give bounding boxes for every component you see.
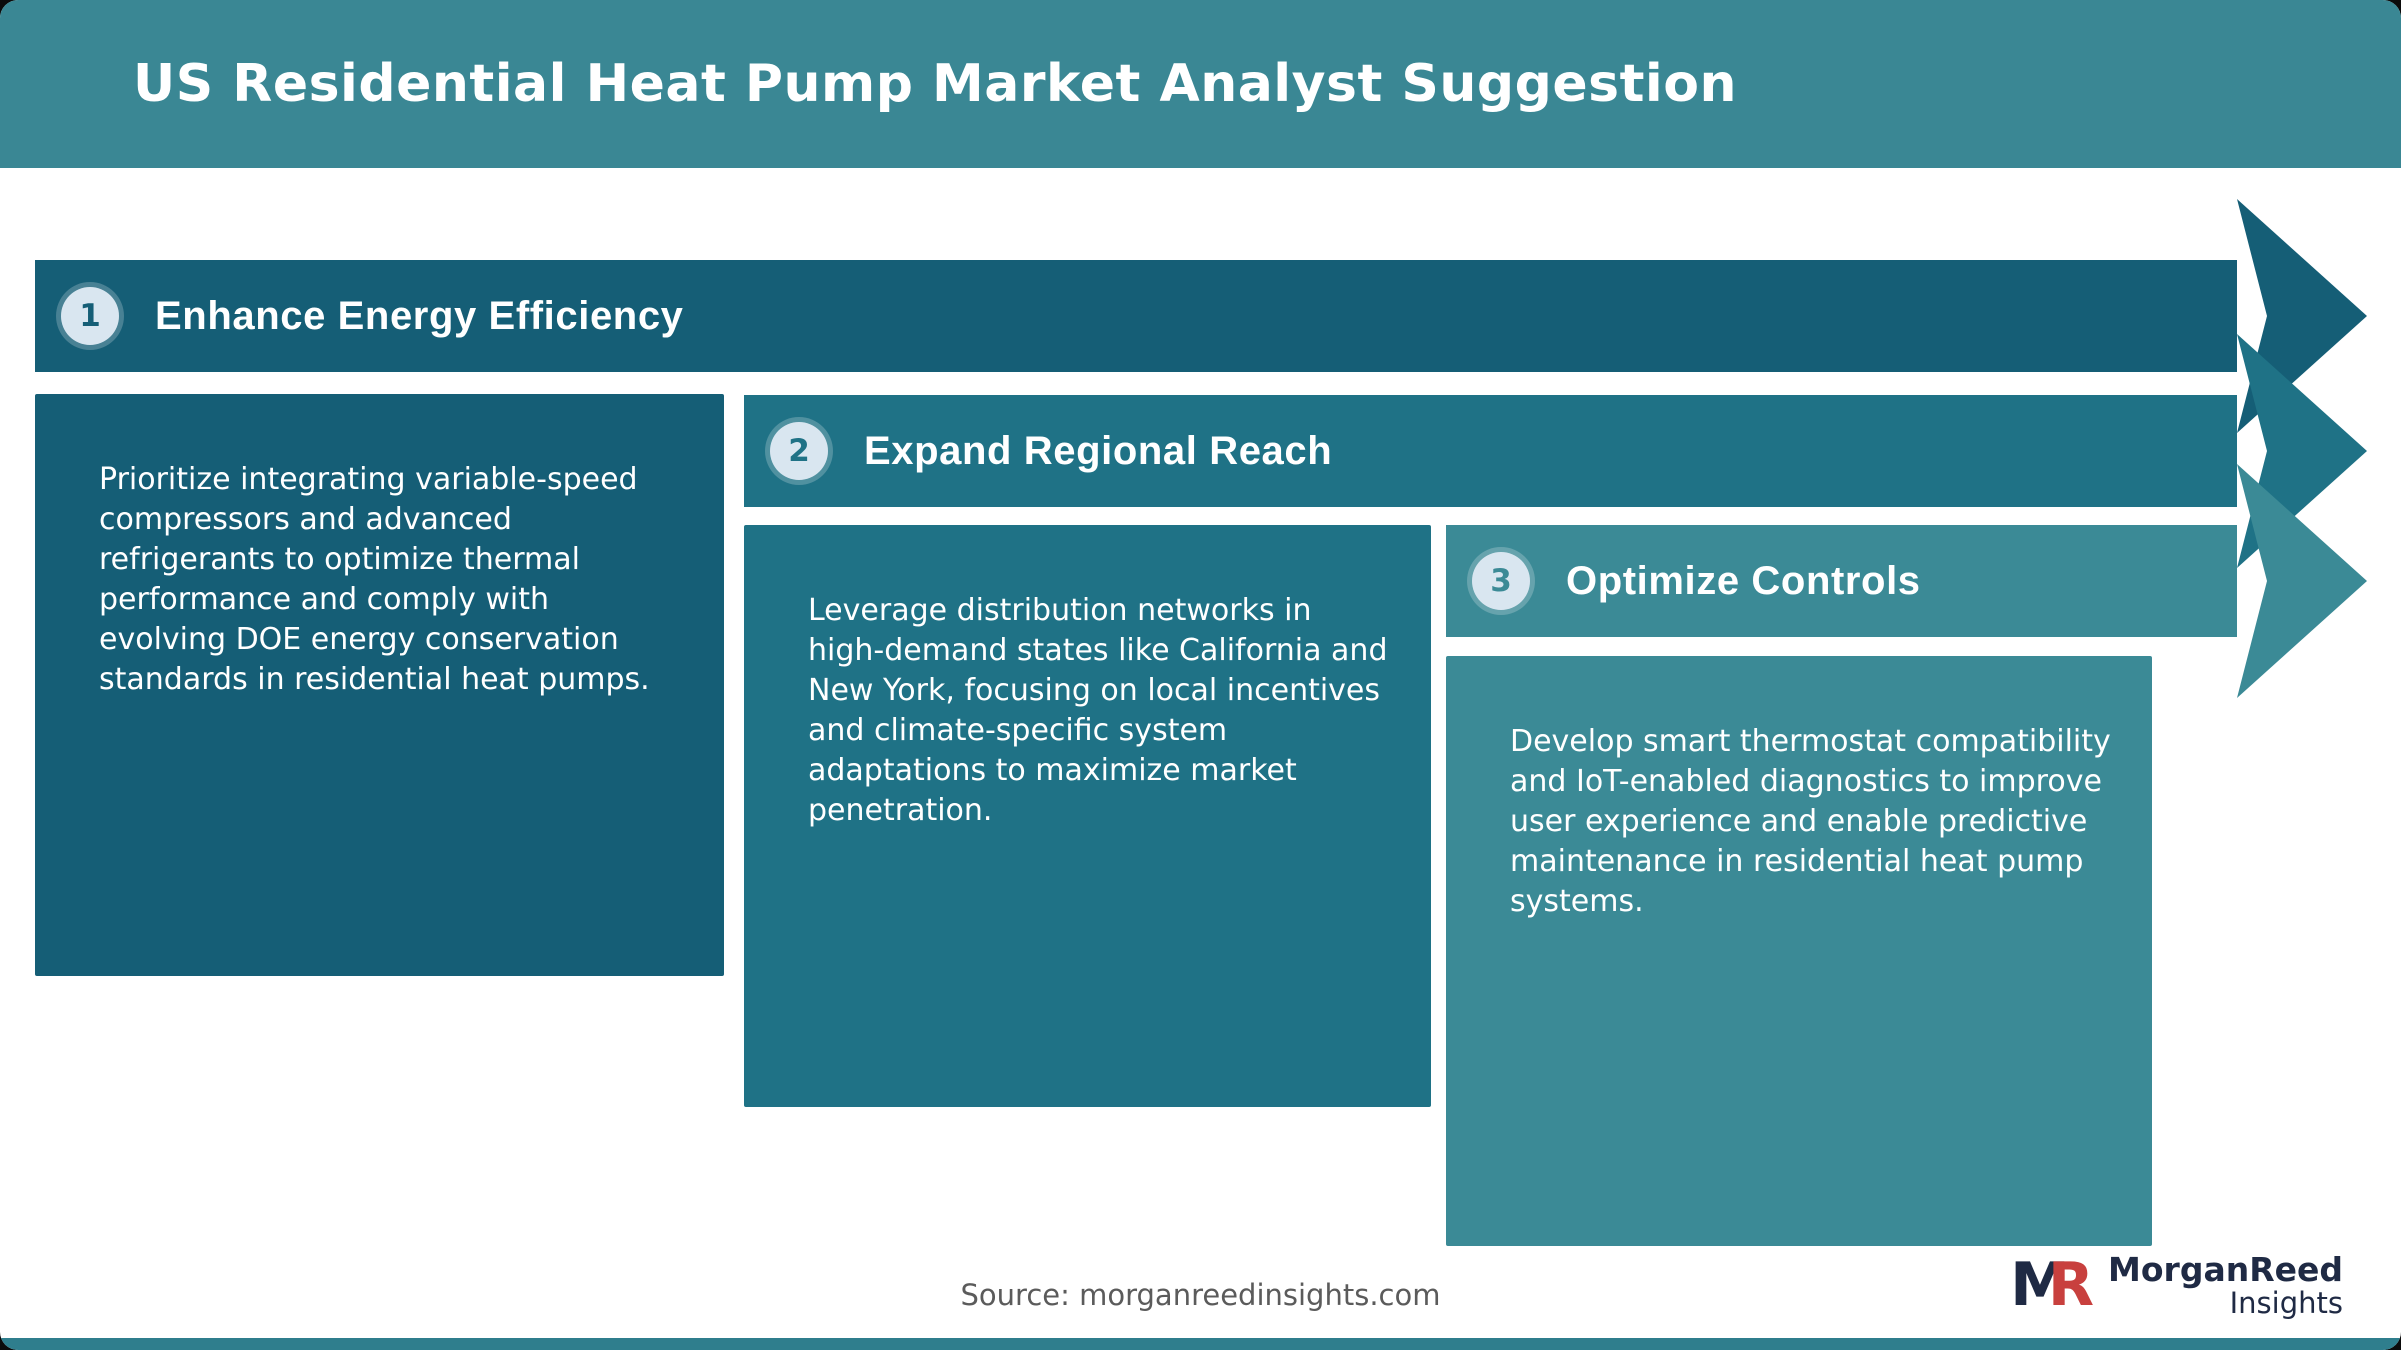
step-3-arrowhead-icon (2237, 464, 2367, 698)
step-1-number: 1 (79, 298, 101, 334)
step-1-description: Prioritize integrating variable-speed co… (99, 462, 650, 697)
step-2-description: Leverage distribution networks in high-d… (808, 593, 1388, 828)
footer-accent-bar (0, 1338, 2401, 1350)
source-attribution: Source: morganreedinsights.com (960, 1278, 1441, 1312)
brand-name: MorganReed (2108, 1250, 2343, 1289)
brand-monogram-icon: M R (2010, 1255, 2094, 1315)
brand-tagline: Insights (2229, 1285, 2343, 1320)
page-title: US Residential Heat Pump Market Analyst … (133, 54, 1737, 114)
step-2-number: 2 (788, 433, 810, 469)
step-2-number-badge: 2 (770, 422, 828, 480)
brand-name-block: MorganReed Insights (2108, 1252, 2343, 1319)
header: US Residential Heat Pump Market Analyst … (0, 0, 2401, 168)
step-2-title: Expand Regional Reach (864, 428, 1333, 473)
step-1-description-box: Prioritize integrating variable-speed co… (35, 394, 724, 976)
step-1-banner: 1 Enhance Energy Efficiency (35, 260, 2237, 372)
step-3-number: 3 (1490, 563, 1512, 599)
step-1-title: Enhance Energy Efficiency (155, 293, 684, 338)
monogram-letter-r: R (2047, 1250, 2095, 1321)
step-3-number-badge: 3 (1472, 552, 1530, 610)
step-3-description-box: Develop smart thermostat compatibility a… (1446, 656, 2152, 1246)
step-1-number-badge: 1 (61, 287, 119, 345)
step-2-description-box: Leverage distribution networks in high-d… (744, 525, 1431, 1107)
step-3-description: Develop smart thermostat compatibility a… (1510, 724, 2111, 919)
monogram-letter-m: M (2010, 1250, 2070, 1321)
step-3-banner: 3 Optimize Controls (1446, 525, 2237, 637)
brand-logo: M R MorganReed Insights (2010, 1252, 2343, 1319)
step-2-banner: 2 Expand Regional Reach (744, 395, 2237, 507)
step-3-title: Optimize Controls (1566, 558, 1921, 603)
